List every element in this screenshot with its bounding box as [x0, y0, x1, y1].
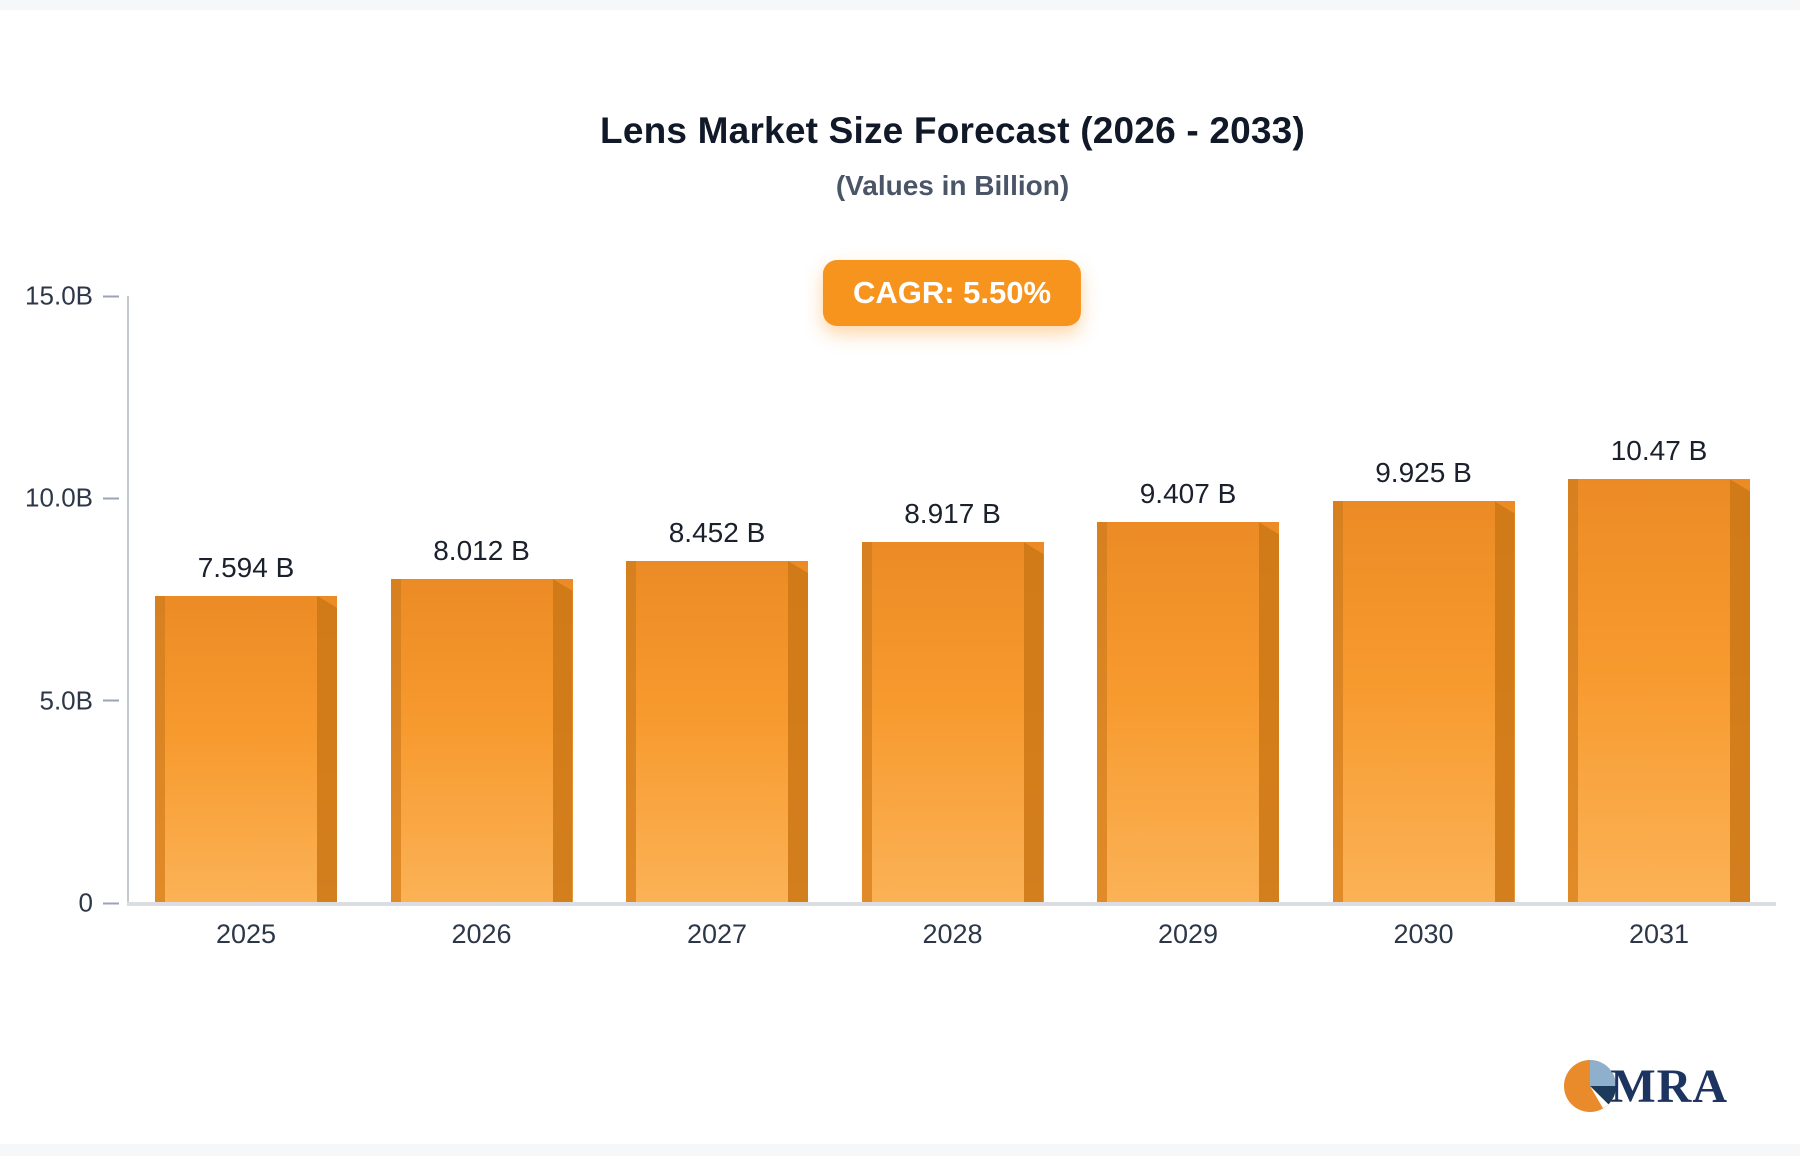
page-edge-bottom [0, 1144, 1800, 1156]
y-tick-mark [103, 497, 119, 500]
bar-group: 9.407 B [1097, 296, 1279, 903]
bar-value-label: 9.925 B [1375, 457, 1472, 489]
bar-group: 8.917 B [861, 296, 1044, 903]
page-edge-top [0, 0, 1800, 10]
bar-group: 10.47 B [1568, 296, 1750, 903]
y-tick-5.0B: 5.0B [39, 685, 119, 716]
x-axis-label-2025: 2025 [215, 919, 277, 949]
y-tick-label: 5.0B [39, 685, 94, 716]
y-tick-10.0B: 10.0B [25, 483, 119, 514]
logo: MRA [1562, 1058, 1728, 1114]
chart-subtitle: (Values in Billion) [835, 170, 1070, 201]
chart-header: Lens Market Size Forecast (2026 - 2033) … [129, 110, 1776, 202]
logo-text: MRA [1610, 1059, 1728, 1113]
bar-2029[interactable] [1097, 522, 1279, 903]
x-axis-line [127, 902, 1776, 906]
y-tick-label: 15.0B [25, 280, 93, 311]
bar-2026[interactable] [390, 578, 573, 904]
cagr-badge: CAGR: 5.50% [822, 260, 1082, 326]
bar-group: 8.012 B [390, 296, 573, 904]
bar-value-label: 7.594 B [197, 551, 295, 583]
bar-value-label: 8.452 B [668, 516, 766, 548]
x-axis-label-2027: 2027 [686, 919, 748, 949]
y-tick-mark [103, 699, 119, 702]
bar-group: 7.594 B [155, 296, 337, 904]
chart-title: Lens Market Size Forecast (2026 - 2033) [600, 110, 1305, 151]
x-axis-label-2030: 2030 [1393, 919, 1454, 949]
bar-2028[interactable] [861, 542, 1044, 903]
logo-pie-icon [1564, 1060, 1617, 1112]
bar-2027[interactable] [626, 560, 808, 904]
y-axis-line [127, 296, 129, 903]
x-axis-label-2028: 2028 [922, 919, 983, 949]
bar-group: 9.925 B [1332, 296, 1515, 903]
bar-2025[interactable] [155, 595, 337, 904]
bar-2030[interactable] [1332, 501, 1515, 903]
y-tick-0: 0 [79, 888, 119, 919]
chart-area: 15.0B 10.0B 5.0B 0 7.594 B 8.012 B 8.452 B … [25, 281, 1776, 949]
x-axis-label-2031: 2031 [1628, 919, 1690, 949]
y-tick-label: 10.0B [25, 482, 93, 513]
bar-value-label: 8.917 B [904, 498, 1001, 530]
bar-value-label: 9.407 B [1139, 478, 1237, 510]
x-axis-labels: 2025 2026 2027 2028 2029 2030 2031 [129, 919, 1776, 950]
y-tick-mark [103, 902, 119, 904]
bar-group: 8.452 B [626, 296, 808, 904]
x-axis-label-2026: 2026 [451, 919, 512, 949]
x-axis-label-2029: 2029 [1157, 919, 1219, 949]
plot-area: 7.594 B 8.012 B 8.452 B 8.917 B 9.407 B … [129, 296, 1776, 904]
y-tick-15.0B: 15.0B [25, 281, 119, 312]
bar-value-label: 10.47 B [1610, 435, 1708, 467]
y-tick-label: 0 [78, 887, 93, 918]
bar-2031[interactable] [1568, 479, 1750, 903]
bar-value-label: 8.012 B [433, 534, 530, 566]
y-tick-mark [103, 295, 119, 297]
